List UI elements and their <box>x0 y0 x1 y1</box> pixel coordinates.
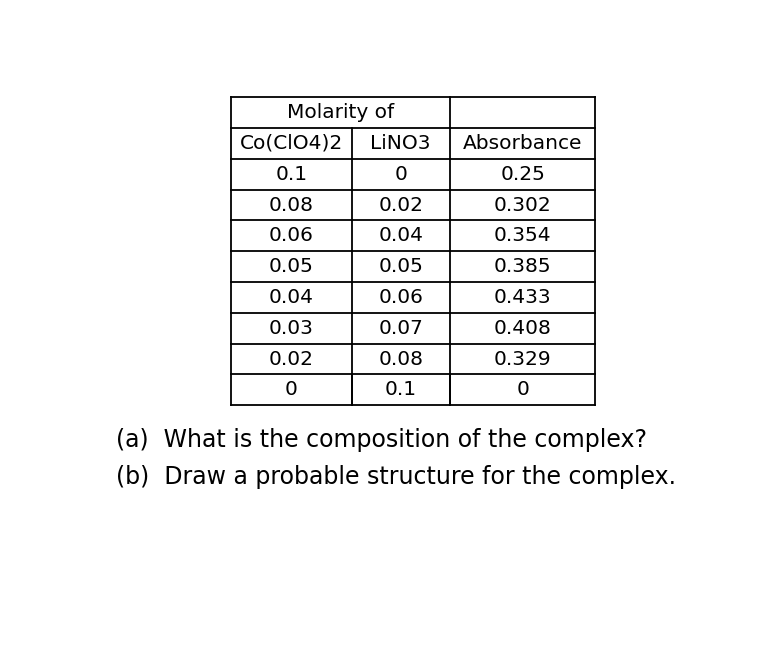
Text: 0.329: 0.329 <box>494 350 551 368</box>
Text: Absorbance: Absorbance <box>463 134 583 153</box>
Text: (a)  What is the composition of the complex?: (a) What is the composition of the compl… <box>116 428 647 452</box>
Text: 0.07: 0.07 <box>378 319 423 338</box>
Text: 0.302: 0.302 <box>494 195 551 215</box>
Text: 0.25: 0.25 <box>500 164 545 184</box>
Text: LiNO3: LiNO3 <box>370 134 431 153</box>
Text: 0: 0 <box>285 381 298 399</box>
Text: Molarity of: Molarity of <box>287 103 394 122</box>
Text: 0.354: 0.354 <box>494 226 551 245</box>
Text: 0.03: 0.03 <box>269 319 314 338</box>
Text: 0.433: 0.433 <box>494 288 551 307</box>
Text: 0.385: 0.385 <box>494 257 551 276</box>
Text: 0.06: 0.06 <box>269 226 314 245</box>
Text: 0.04: 0.04 <box>378 226 423 245</box>
Text: 0.08: 0.08 <box>378 350 423 368</box>
Text: 0.1: 0.1 <box>384 381 417 399</box>
Text: 0: 0 <box>395 164 407 184</box>
Text: 0.06: 0.06 <box>378 288 423 307</box>
Text: 0: 0 <box>516 381 529 399</box>
Text: 0.04: 0.04 <box>269 288 314 307</box>
Text: 0.02: 0.02 <box>269 350 314 368</box>
Text: 0.02: 0.02 <box>378 195 423 215</box>
Text: 0.1: 0.1 <box>276 164 308 184</box>
Text: 0.05: 0.05 <box>269 257 314 276</box>
Text: (b)  Draw a probable structure for the complex.: (b) Draw a probable structure for the co… <box>116 465 676 489</box>
Text: 0.08: 0.08 <box>269 195 314 215</box>
Text: Co(ClO4)2: Co(ClO4)2 <box>240 134 343 153</box>
Text: 0.05: 0.05 <box>378 257 423 276</box>
Text: 0.408: 0.408 <box>494 319 551 338</box>
